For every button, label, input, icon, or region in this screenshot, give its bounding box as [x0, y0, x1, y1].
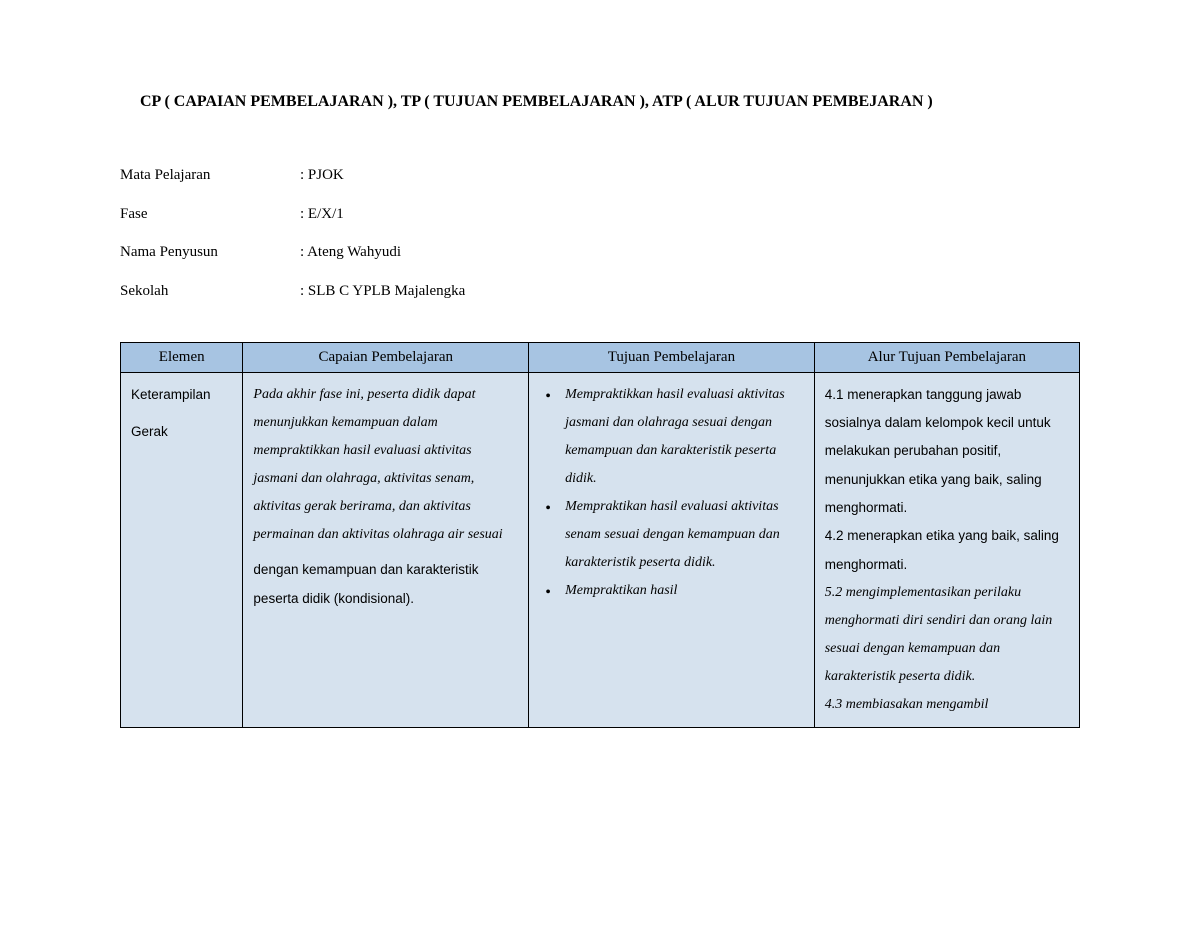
curriculum-table: Elemen Capaian Pembelajaran Tujuan Pembe…: [120, 342, 1080, 728]
tp-item: Mempraktikan hasil: [539, 577, 804, 605]
meta-value: : E/X/1: [300, 203, 344, 226]
cell-alur: 4.1 menerapkan tanggung jawab sosialnya …: [814, 372, 1079, 727]
meta-label: Nama Penyusun: [120, 241, 300, 264]
cell-tujuan: Mempraktikkan hasil evaluasi aktivitas j…: [529, 372, 815, 727]
cell-elemen: Keterampilan Gerak: [121, 372, 243, 727]
atp-prefix: 4.1 menerapkan: [825, 387, 923, 402]
cell-capaian: Pada akhir fase ini, peserta didik dapat…: [243, 372, 529, 727]
meta-label: Mata Pelajaran: [120, 164, 300, 187]
tp-item: Mempraktikkan hasil evaluasi aktivitas j…: [539, 381, 804, 493]
meta-row-mata-pelajaran: Mata Pelajaran : PJOK: [120, 164, 1080, 187]
meta-value: : SLB C YPLB Majalengka: [300, 280, 465, 303]
meta-value: : Ateng Wahyudi: [300, 241, 401, 264]
tp-item: Mempraktikan hasil evaluasi aktivitas se…: [539, 493, 804, 577]
elemen-line: Gerak: [131, 418, 232, 445]
document-title: CP ( CAPAIAN PEMBELAJARAN ), TP ( TUJUAN…: [140, 90, 1080, 114]
table-header-row: Elemen Capaian Pembelajaran Tujuan Pembe…: [121, 343, 1080, 373]
meta-row-nama-penyusun: Nama Penyusun : Ateng Wahyudi: [120, 241, 1080, 264]
meta-value: : PJOK: [300, 164, 344, 187]
header-elemen: Elemen: [121, 343, 243, 373]
elemen-line: Keterampilan: [131, 381, 232, 408]
meta-row-sekolah: Sekolah : SLB C YPLB Majalengka: [120, 280, 1080, 303]
table-row: Keterampilan Gerak Pada akhir fase ini, …: [121, 372, 1080, 727]
atp-rest: tanggung jawab sosialnya dalam kelompok …: [825, 387, 1051, 515]
cp-plain-text: dengan kemampuan dan karakteristik peser…: [253, 555, 518, 614]
atp-segment: 4.1 menerapkan tanggung jawab sosialnya …: [825, 381, 1069, 523]
meta-row-fase: Fase : E/X/1: [120, 203, 1080, 226]
atp-segment: 5.2 mengimplementasikan perilaku menghor…: [825, 579, 1069, 691]
tp-list: Mempraktikkan hasil evaluasi aktivitas j…: [539, 381, 804, 605]
atp-segment: 4.2 menerapkan etika yang baik, saling m…: [825, 522, 1069, 579]
meta-block: Mata Pelajaran : PJOK Fase : E/X/1 Nama …: [120, 164, 1080, 302]
cp-italic-text: Pada akhir fase ini, peserta didik dapat…: [253, 387, 502, 542]
meta-label: Fase: [120, 203, 300, 226]
header-tujuan: Tujuan Pembelajaran: [529, 343, 815, 373]
header-alur: Alur Tujuan Pembelajaran: [814, 343, 1079, 373]
header-capaian: Capaian Pembelajaran: [243, 343, 529, 373]
meta-label: Sekolah: [120, 280, 300, 303]
atp-segment: 4.3 membiasakan mengambil: [825, 691, 1069, 719]
